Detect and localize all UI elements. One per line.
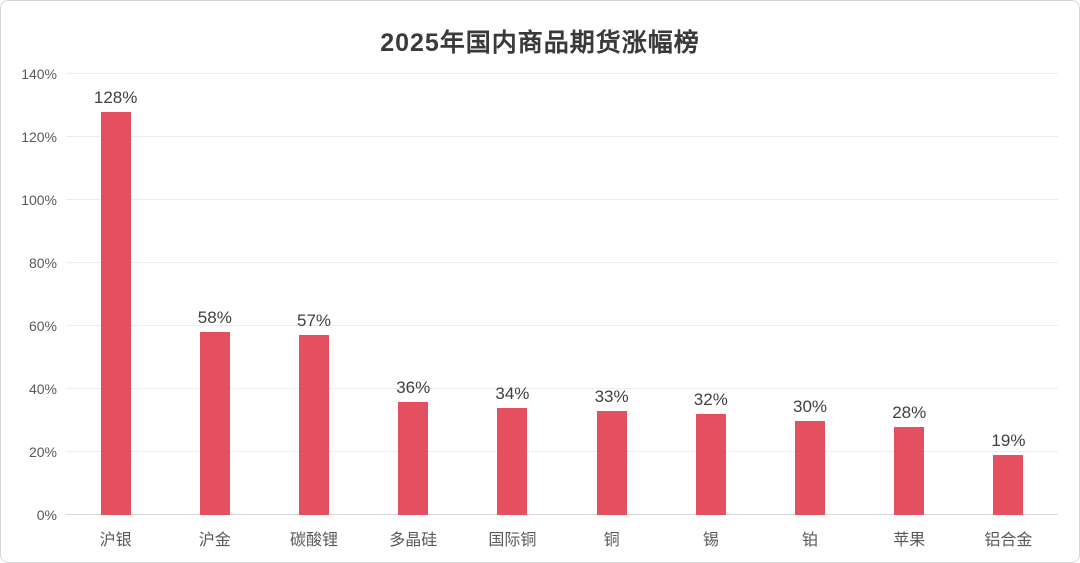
- y-gridline: [66, 388, 1058, 389]
- x-axis-category-label: 国际铜: [488, 532, 537, 549]
- y-axis-tick-label: 140%: [21, 66, 57, 82]
- bar-slot: 32%: [661, 74, 760, 515]
- bar-slot: 30%: [760, 74, 859, 515]
- bar-slot: 58%: [165, 74, 264, 515]
- y-axis-tick-label: 60%: [28, 318, 57, 334]
- y-axis-tick-label: 20%: [28, 444, 57, 460]
- plot-area: 0% 20% 40% 60% 80% 100% 120% 140% 128% 58% 57% 36% 3…: [21, 67, 1058, 549]
- bar: [199, 332, 230, 515]
- x-axis-category-label: 铂: [802, 532, 819, 549]
- y-gridline: [66, 262, 1058, 263]
- x-axis-category-label: 铜: [603, 532, 620, 549]
- bar: [299, 335, 329, 515]
- bar-value-label: 57%: [296, 311, 332, 331]
- x-axis-category-label: 沪金: [198, 532, 231, 549]
- bar-value-label: 19%: [991, 431, 1026, 451]
- bar: [497, 407, 528, 515]
- bar-slot: 36%: [364, 74, 463, 515]
- bar-slot: 33%: [562, 74, 661, 515]
- bar: [894, 426, 925, 515]
- bar: [100, 111, 131, 515]
- bar-slot: 28%: [860, 74, 959, 515]
- x-axis-category-label: 碳酸锂: [290, 532, 339, 549]
- y-gridline: [66, 199, 1058, 200]
- y-axis-tick-label: 0%: [36, 507, 57, 523]
- y-gridline: [66, 73, 1058, 74]
- bar-value-label: 36%: [396, 377, 431, 397]
- y-axis-tick-label: 80%: [28, 255, 57, 271]
- bar: [993, 455, 1024, 515]
- x-axis-category-label: 苹果: [893, 532, 926, 549]
- bar-slot: 57%: [264, 74, 363, 515]
- bar-slot: 34%: [463, 74, 562, 515]
- x-axis-category-label: 沪银: [99, 532, 132, 549]
- bar-value-label: 128%: [93, 87, 138, 107]
- bars-row: 128% 58% 57% 36% 34% 33% 32% 30% 28% 19%: [66, 74, 1058, 515]
- bar-value-label: 30%: [793, 396, 828, 416]
- bar: [596, 411, 627, 515]
- x-axis-category-label: 多晶硅: [389, 532, 438, 549]
- chart-title: 2025年国内商品期货涨幅榜: [380, 29, 700, 57]
- bar-value-label: 34%: [495, 383, 530, 403]
- y-axis-tick-label: 40%: [28, 381, 57, 397]
- y-axis-tick-label: 100%: [21, 192, 57, 208]
- bar: [695, 414, 726, 515]
- x-axis-category-label: 锡: [702, 532, 719, 549]
- y-gridline: [66, 136, 1058, 137]
- y-gridline: [66, 325, 1058, 326]
- bar-value-label: 28%: [892, 402, 927, 422]
- x-axis-line: [66, 514, 1058, 515]
- bar-slot: 19%: [959, 74, 1058, 515]
- bar: [795, 420, 826, 515]
- bar-value-label: 32%: [693, 390, 728, 410]
- bar-slot: 128%: [66, 74, 165, 515]
- x-axis-category-labels: 沪银 沪金 碳酸锂 多晶硅 国际铜 铜 锡 铂 苹果 铝合金: [66, 526, 1058, 550]
- bar-value-label: 58%: [197, 308, 232, 328]
- bar: [398, 401, 429, 515]
- bar-value-label: 33%: [594, 387, 629, 407]
- y-gridline: [66, 451, 1058, 452]
- x-axis-category-label: 铝合金: [984, 532, 1033, 549]
- y-axis-tick-label: 120%: [21, 129, 57, 145]
